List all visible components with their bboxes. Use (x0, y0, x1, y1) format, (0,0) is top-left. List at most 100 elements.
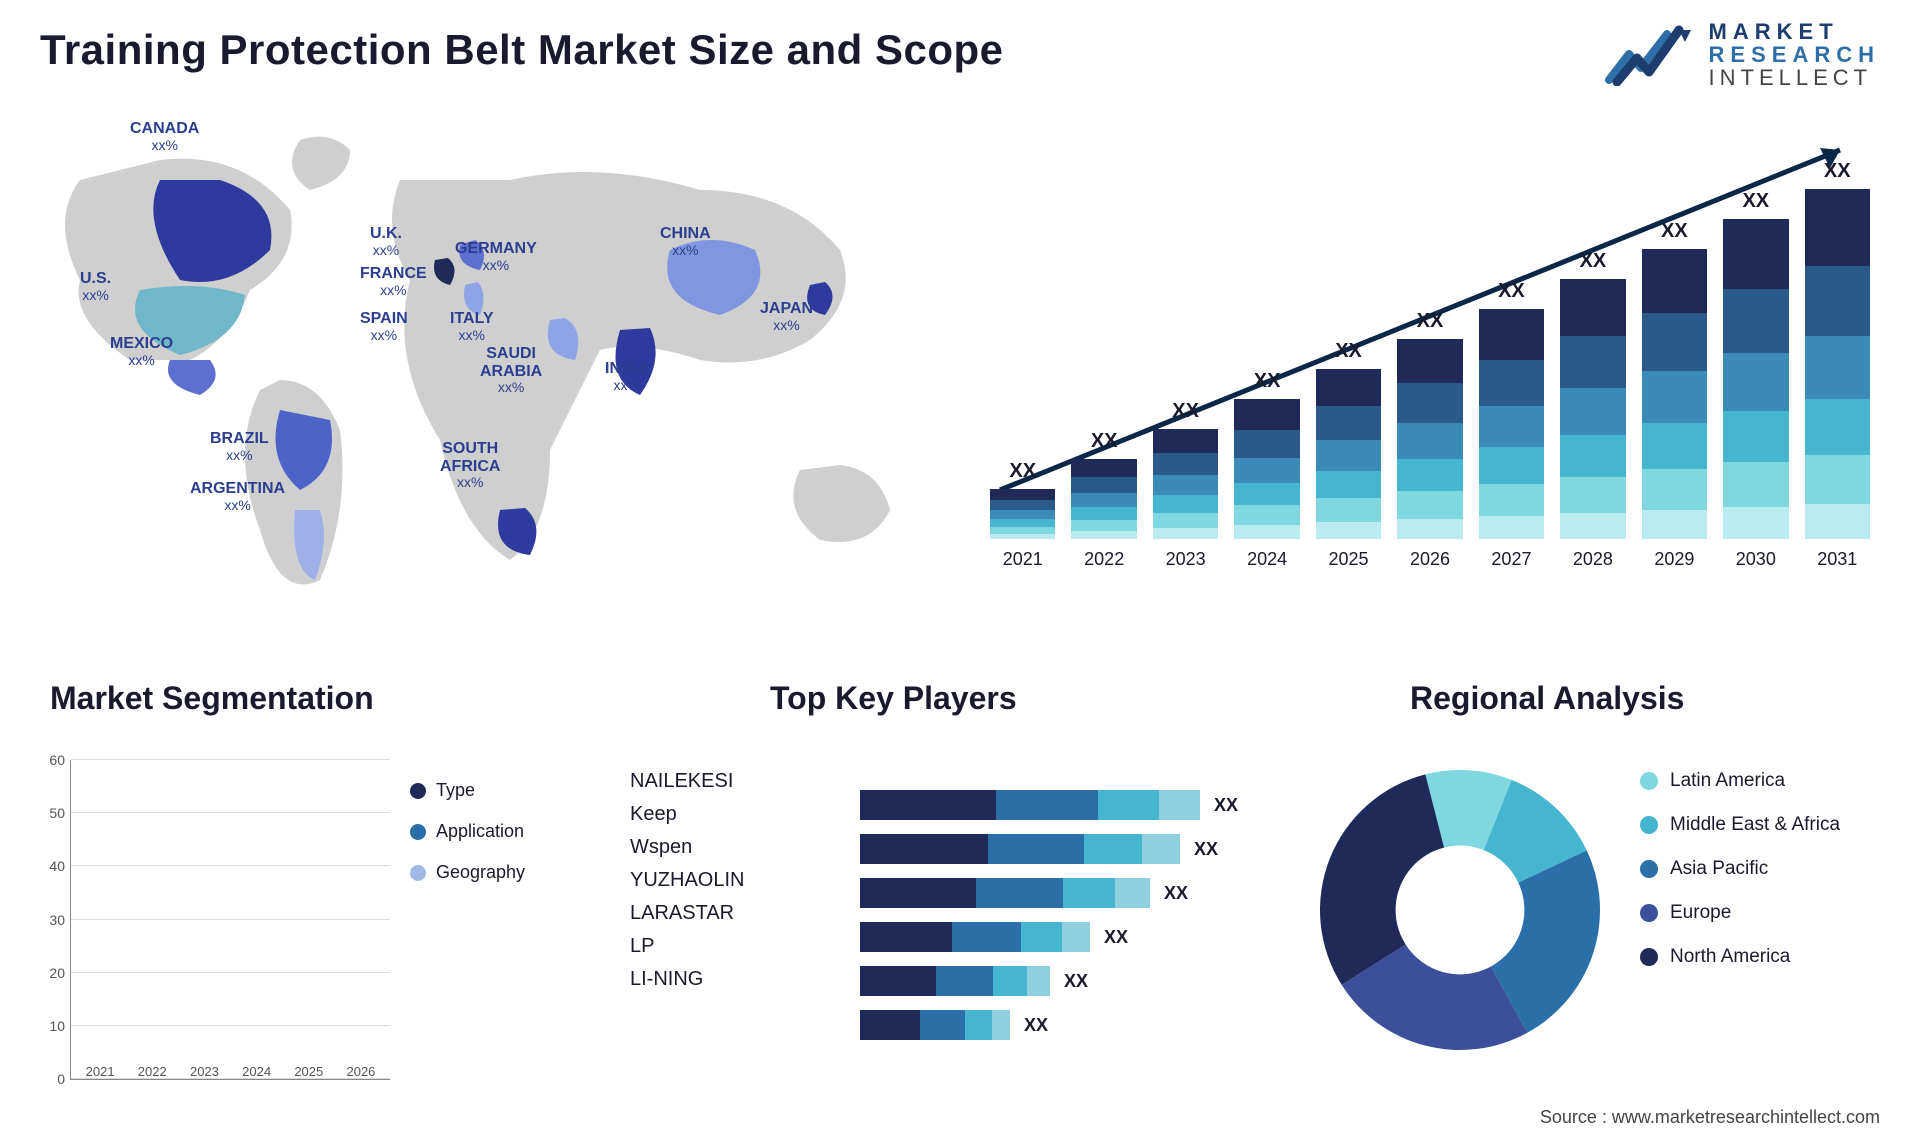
seg-x-label: 2021 (86, 1064, 115, 1079)
regional-legend-label: North America (1670, 946, 1790, 968)
regional-analysis: Latin America Middle East & Africa Asia Pa… (1310, 700, 1890, 1100)
growth-bar: XX 2022 (1071, 430, 1136, 570)
map-country-label: MEXICOxx% (110, 335, 173, 368)
growth-bar-year: 2025 (1329, 549, 1369, 570)
growth-bar-year: 2022 (1084, 549, 1124, 570)
player-bars: XXXXXXXXXXXX (860, 790, 1280, 1040)
growth-bar-value: XX (1172, 400, 1199, 423)
seg-y-tick: 20 (49, 965, 71, 981)
player-name: LP (630, 935, 744, 958)
regional-legend-label: Latin America (1670, 770, 1785, 792)
logo-mark-icon (1605, 24, 1695, 86)
map-country-label: ARGENTINAxx% (190, 480, 285, 513)
seg-legend-label: Geography (436, 862, 525, 883)
player-bar-row: XX (860, 1010, 1280, 1040)
segmentation-chart: 202120222023202420252026 0102030405060 T… (30, 720, 590, 1120)
seg-bar: 2026 (340, 1058, 382, 1079)
map-country-label: CHINAxx% (660, 225, 711, 258)
page-title: Training Protection Belt Market Size and… (40, 26, 1004, 74)
seg-legend-item: Application (410, 821, 525, 842)
seg-legend-item: Geography (410, 862, 525, 883)
seg-y-tick: 30 (49, 912, 71, 928)
donut-chart (1310, 760, 1610, 1060)
seg-legend-label: Application (436, 821, 524, 842)
player-bar-value: XX (1064, 971, 1088, 992)
growth-bar-value: XX (1661, 220, 1688, 243)
seg-bar: 2025 (288, 1058, 330, 1079)
player-name: NAILEKESI (630, 770, 744, 793)
seg-bar: 2024 (236, 1058, 278, 1079)
growth-bar-year: 2024 (1247, 549, 1287, 570)
map-country-label: GERMANYxx% (455, 240, 537, 273)
legend-dot-icon (410, 783, 426, 799)
seg-y-tick: 0 (57, 1071, 71, 1087)
regional-legend-item: Europe (1640, 902, 1840, 924)
seg-y-tick: 50 (49, 805, 71, 821)
seg-x-label: 2023 (190, 1064, 219, 1079)
regional-legend-item: North America (1640, 946, 1840, 968)
growth-bar-value: XX (1824, 160, 1851, 183)
map-country-label: JAPANxx% (760, 300, 813, 333)
legend-dot-icon (1640, 948, 1658, 966)
key-players-title: Top Key Players (770, 680, 1017, 717)
growth-bar-year: 2028 (1573, 549, 1613, 570)
growth-bar-value: XX (1498, 280, 1525, 303)
regional-legend-item: Asia Pacific (1640, 858, 1840, 880)
map-country-label: SPAINxx% (360, 310, 408, 343)
growth-bar: XX2028 (1560, 250, 1625, 570)
player-bar-value: XX (1194, 839, 1218, 860)
logo-text-2: RESEARCH (1709, 43, 1880, 66)
player-bar-row: XX (860, 878, 1280, 908)
brand-logo: MARKET RESEARCH INTELLECT (1605, 20, 1880, 89)
growth-bar-year: 2026 (1410, 549, 1450, 570)
player-bar-value: XX (1214, 795, 1238, 816)
seg-x-label: 2026 (346, 1064, 375, 1079)
legend-dot-icon (410, 824, 426, 840)
world-map: CANADAxx%U.S.xx%MEXICOxx%BRAZILxx%ARGENT… (40, 110, 950, 630)
growth-bar-year: 2027 (1491, 549, 1531, 570)
player-bar-row: XX (860, 790, 1280, 820)
player-name: YUZHAOLIN (630, 869, 744, 892)
growth-bar-value: XX (1417, 310, 1444, 333)
legend-dot-icon (1640, 860, 1658, 878)
player-name: LI-NING (630, 968, 744, 991)
growth-bar: XX2021 (990, 460, 1055, 570)
growth-bar: XX2023 (1153, 400, 1218, 570)
regional-legend-label: Middle East & Africa (1670, 814, 1840, 836)
growth-bar-value: XX (1091, 430, 1118, 453)
map-country-label: SAUDIARABIAxx% (480, 345, 542, 396)
player-name: Keep (630, 803, 744, 826)
growth-bar-value: XX (1742, 190, 1769, 213)
player-name: Wspen (630, 836, 744, 859)
map-country-label: U.K.xx% (370, 225, 402, 258)
logo-text-1: MARKET (1709, 20, 1880, 43)
seg-legend-item: Type (410, 780, 525, 801)
seg-y-tick: 60 (49, 752, 71, 768)
source-label: Source : www.marketresearchintellect.com (1540, 1107, 1880, 1128)
regional-legend-item: Latin America (1640, 770, 1840, 792)
segmentation-legend: Type Application Geography (410, 780, 525, 883)
regional-legend-item: Middle East & Africa (1640, 814, 1840, 836)
player-name-list: NAILEKESIKeepWspenYUZHAOLINLARASTARLPLI-… (630, 770, 744, 991)
player-bar-row: XX (860, 966, 1280, 996)
map-country-label: SOUTHAFRICAxx% (440, 440, 500, 491)
growth-bar: XX 2027 (1479, 280, 1544, 570)
seg-x-label: 2022 (138, 1064, 167, 1079)
map-country-label: CANADAxx% (130, 120, 199, 153)
seg-bar: 2023 (183, 1058, 225, 1079)
map-country-label: ITALYxx% (450, 310, 494, 343)
key-players: NAILEKESIKeepWspenYUZHAOLINLARASTARLPLI-… (630, 720, 1280, 1120)
growth-bar-value: XX (1254, 370, 1281, 393)
regional-legend: Latin America Middle East & Africa Asia Pa… (1640, 770, 1840, 968)
growth-bar: XX 2026 (1397, 310, 1462, 570)
growth-bar: XX 2024 (1234, 370, 1299, 570)
growth-bar: XX 2031 (1805, 160, 1870, 570)
map-country-label: U.S.xx% (80, 270, 111, 303)
legend-dot-icon (410, 865, 426, 881)
growth-bar-year: 2031 (1817, 549, 1857, 570)
growth-bar-year: 2029 (1654, 549, 1694, 570)
seg-bar: 2021 (79, 1058, 121, 1079)
growth-bar-value: XX (1009, 460, 1036, 483)
growth-bar: XX2025 (1316, 340, 1381, 570)
legend-dot-icon (1640, 816, 1658, 834)
